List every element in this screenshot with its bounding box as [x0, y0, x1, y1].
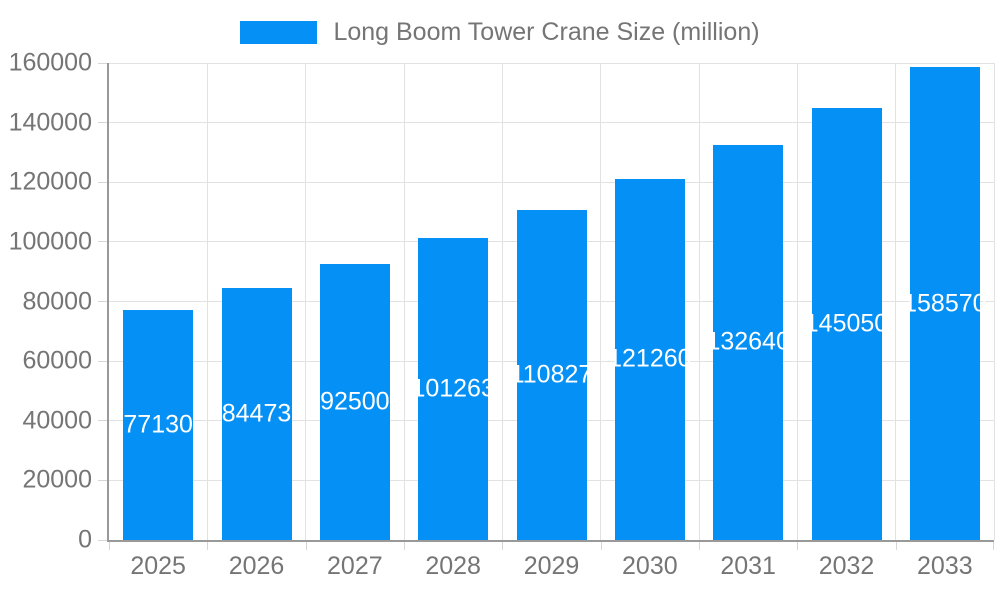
y-tick-mark: [98, 420, 107, 422]
x-tick-mark: [404, 542, 405, 550]
x-axis-tick-label: 2026: [228, 552, 285, 580]
x-tick-mark: [895, 542, 897, 550]
x-gridline: [895, 63, 897, 540]
y-tick-mark: [98, 360, 107, 362]
bar-2028[interactable]: [418, 238, 489, 540]
x-tick-mark: [207, 542, 209, 550]
y-tick-mark: [98, 301, 107, 302]
y-gridline: [109, 122, 994, 124]
x-axis-tick-label: 2029: [523, 552, 580, 580]
y-tick-mark: [98, 539, 107, 541]
x-tick-mark: [600, 542, 602, 550]
y-axis-tick-label: 100000: [8, 227, 92, 256]
x-tick-mark: [109, 542, 110, 550]
y-gridline: [109, 181, 994, 183]
y-axis-tick-label: 120000: [8, 167, 92, 196]
y-tick-mark: [98, 241, 107, 243]
y-tick-mark: [98, 479, 107, 481]
x-tick-mark: [305, 542, 307, 550]
bar-2030[interactable]: [614, 178, 685, 540]
y-axis-tick-label: 40000: [22, 406, 92, 435]
y-axis-tick-label: 20000: [22, 465, 92, 494]
x-gridline: [305, 63, 307, 540]
x-gridline: [698, 63, 700, 540]
bar-2026[interactable]: [221, 288, 292, 540]
bar-2031[interactable]: [713, 144, 784, 540]
bar-2025[interactable]: [123, 310, 194, 540]
x-tick-mark: [699, 542, 700, 550]
x-tick-mark: [502, 542, 504, 550]
x-gridline: [501, 63, 503, 540]
chart-legend[interactable]: Long Boom Tower Crane Size (million): [0, 18, 1000, 46]
x-tick-mark: [993, 542, 994, 550]
y-axis-tick-label: 60000: [22, 346, 92, 375]
y-tick-mark: [98, 181, 107, 183]
x-gridline: [796, 63, 798, 540]
y-tick-mark: [98, 122, 107, 124]
plot-area: 0 20000 40000 60000 80000 100000 120000 140000 1…: [9, 50, 995, 579]
y-axis-tick-label: 140000: [8, 108, 92, 137]
x-axis-tick-label: 2027: [327, 552, 383, 580]
y-axis-tick-label: 160000: [8, 48, 92, 77]
bar-2032[interactable]: [811, 107, 882, 540]
x-axis-tick-label: 2032: [818, 552, 875, 580]
x-gridline: [206, 63, 208, 540]
bar-2029[interactable]: [516, 209, 587, 540]
x-tick-mark: [797, 542, 799, 550]
x-gridline: [403, 63, 405, 540]
y-tick-mark: [98, 62, 107, 64]
bar-2027[interactable]: [319, 264, 390, 540]
x-axis-tick-label: 2025: [130, 552, 186, 580]
x-axis-tick-label: 2030: [622, 552, 678, 580]
bar-2033[interactable]: [909, 67, 980, 540]
legend-swatch-icon: [240, 20, 318, 44]
x-gridline: [600, 63, 602, 540]
y-gridline: [109, 62, 994, 64]
x-axis-tick-label: 2033: [917, 552, 973, 580]
y-axis-tick-label: 80000: [22, 287, 92, 315]
x-axis-tick-label: 2031: [720, 552, 776, 580]
legend-label: Long Boom Tower Crane Size (million): [333, 18, 760, 46]
x-gridline: [993, 63, 995, 540]
x-axis-tick-label: 2028: [425, 552, 481, 580]
y-axis-tick-label: 0: [78, 525, 92, 554]
